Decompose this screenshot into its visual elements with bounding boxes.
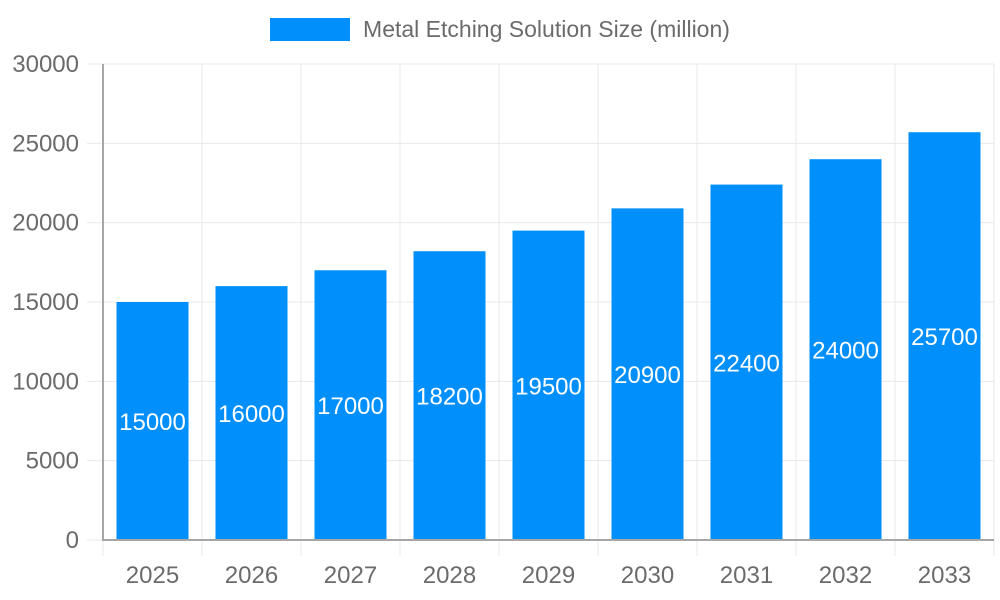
x-tick-label: 2030 xyxy=(621,562,674,589)
x-tick-label: 2026 xyxy=(225,562,278,589)
bar-value-label: 17000 xyxy=(317,393,384,420)
bar-2032[interactable] xyxy=(809,159,882,540)
legend: Metal Etching Solution Size (million) xyxy=(0,18,1000,41)
x-tick-label: 2033 xyxy=(918,562,971,589)
bar-2031[interactable] xyxy=(710,184,783,540)
legend-item[interactable]: Metal Etching Solution Size (million) xyxy=(270,18,730,41)
x-tick-label: 2029 xyxy=(522,562,575,589)
bar-2027[interactable] xyxy=(314,270,387,540)
bar-value-label: 20900 xyxy=(614,362,681,389)
y-tick-label: 25000 xyxy=(12,130,79,157)
bar-value-label: 19500 xyxy=(515,373,582,400)
bar-2025[interactable] xyxy=(116,302,189,540)
bar-value-label: 16000 xyxy=(218,401,285,428)
bar-2033[interactable] xyxy=(908,132,981,540)
x-tick-label: 2028 xyxy=(423,562,476,589)
x-tick-label: 2025 xyxy=(126,562,179,589)
bar-2029[interactable] xyxy=(512,230,585,540)
bar-value-label: 18200 xyxy=(416,384,483,411)
x-tick-label: 2031 xyxy=(720,562,773,589)
bar-value-label: 22400 xyxy=(713,350,780,377)
x-tick-label: 2027 xyxy=(324,562,377,589)
bar-value-label: 15000 xyxy=(119,409,186,436)
y-tick-label: 10000 xyxy=(12,368,79,395)
y-tick-label: 0 xyxy=(66,527,79,554)
legend-swatch xyxy=(270,18,351,41)
x-tick-label: 2032 xyxy=(819,562,872,589)
legend-label: Metal Etching Solution Size (million) xyxy=(363,16,730,42)
y-tick-label: 5000 xyxy=(26,448,79,475)
y-tick-label: 15000 xyxy=(12,289,79,316)
y-tick-label: 20000 xyxy=(12,210,79,237)
bar-value-label: 24000 xyxy=(812,338,879,365)
y-tick-label: 30000 xyxy=(12,51,79,78)
bar-2030[interactable] xyxy=(611,208,684,541)
bar-2028[interactable] xyxy=(413,251,486,540)
bar-2026[interactable] xyxy=(215,286,288,540)
bar-value-label: 25700 xyxy=(911,324,978,351)
